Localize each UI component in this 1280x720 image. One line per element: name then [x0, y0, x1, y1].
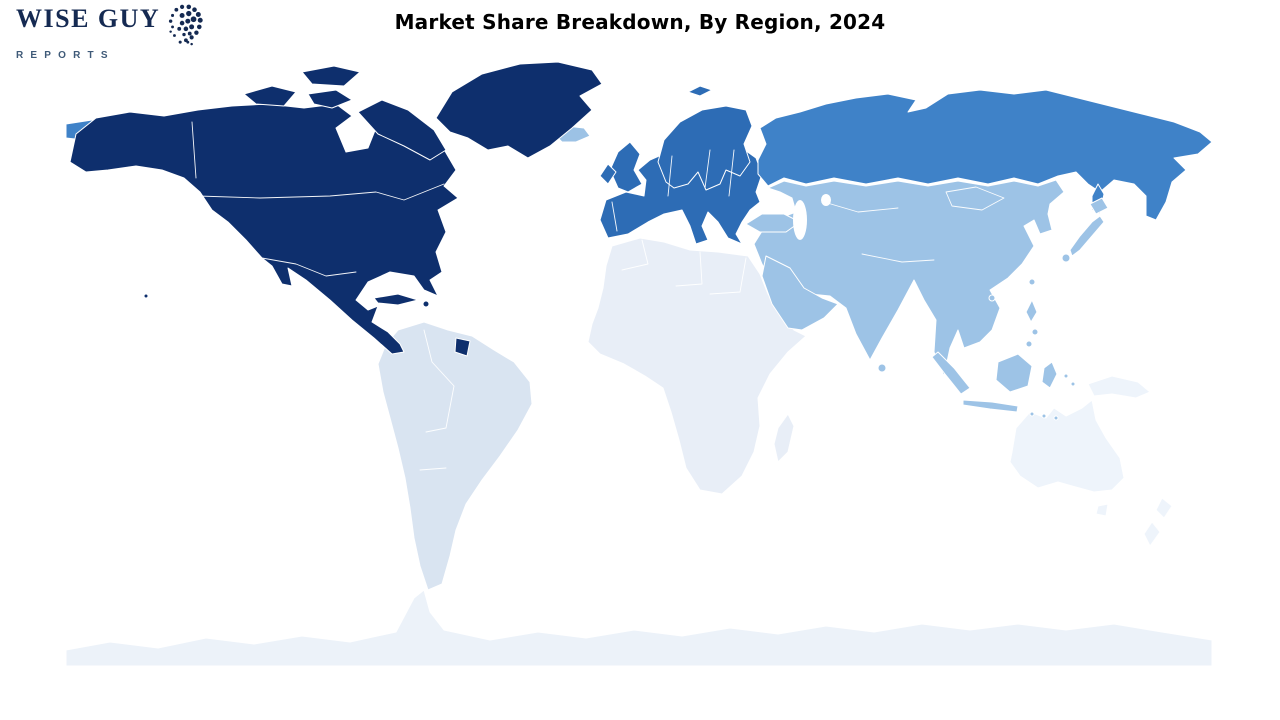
region-south-america [377, 321, 533, 591]
landmass-japan-honshu [1069, 215, 1105, 257]
border-france-germany [667, 155, 673, 197]
landmass-taiwan [1028, 278, 1036, 286]
landmass-lesser-sunda-2 [1041, 413, 1047, 419]
landmass-lesser-sunda-3 [1053, 415, 1059, 421]
landmass-new-zealand-north [1155, 497, 1173, 519]
landmass-arctic-island-ellesmere [301, 65, 361, 87]
region-north-america [69, 61, 603, 357]
landmass-tasmania [1095, 503, 1109, 517]
border-egypt-sudan [709, 257, 747, 295]
landmass-australia [1009, 399, 1125, 493]
border-portugal-spain [611, 201, 618, 232]
region-antarctica [65, 589, 1213, 667]
landmass-arabian-peninsula [761, 255, 839, 331]
landmass-japan-kyushu [1061, 253, 1071, 263]
landmass-hawaii [143, 293, 149, 299]
border-mongolia [945, 186, 1005, 211]
region-africa [587, 237, 807, 495]
border-china-india [861, 253, 935, 263]
country-borders [191, 121, 1005, 471]
landmass-sumatra [931, 351, 971, 395]
border-argentina-north [419, 467, 447, 471]
landmass-new-guinea [1087, 375, 1151, 399]
chart-title: Market Share Breakdown, By Region, 2024 [394, 10, 886, 34]
aral-sea [821, 194, 831, 206]
border-brazil-west [423, 329, 455, 433]
border-morocco-algeria [621, 239, 649, 271]
landmass-hispaniola [422, 300, 430, 308]
landmass-africa [587, 237, 807, 495]
landmass-south-america [377, 321, 533, 591]
region-oceania [1009, 375, 1173, 547]
wise-guy-reports-logo: WISE GUY REPORTS [16, 4, 205, 61]
landmass-madagascar [773, 413, 795, 463]
landmass-maluku-2 [1070, 381, 1076, 387]
landmass-philippines-luzon [1025, 299, 1038, 323]
border-libya-egypt [675, 251, 703, 287]
landmass-baffin-island [357, 99, 447, 161]
landmass-greenland [435, 61, 603, 159]
landmass-maluku-1 [1063, 373, 1069, 379]
border-alaska-canada [191, 121, 197, 179]
landmass-sulawesi [1041, 361, 1058, 389]
logo-top-row: WISE GUY [16, 4, 205, 48]
landmass-sri-lanka [877, 363, 887, 373]
landmass-java [962, 399, 1019, 413]
landmass-new-zealand-south [1143, 521, 1161, 547]
landmass-borneo [995, 353, 1033, 393]
landmass-great-britain [609, 141, 643, 193]
caspian-sea [793, 200, 807, 240]
landmass-arctic-island-devon [307, 89, 353, 109]
landmass-french-guiana [454, 337, 471, 357]
landmass-antarctica [65, 589, 1213, 667]
border-poland-ukraine [728, 149, 735, 197]
logo-wordmark: WISE GUY [16, 4, 161, 33]
border-central-asia [823, 201, 899, 213]
border-germany-poland [704, 149, 711, 189]
region-europe [599, 85, 763, 245]
border-us-canada [197, 183, 445, 201]
region-asia [745, 179, 1109, 421]
landmass-lesser-sunda-1 [1029, 411, 1035, 417]
border-us-mexico [261, 257, 357, 277]
landmass-north-america-mainland [69, 103, 459, 355]
logo-subtitle: REPORTS [16, 50, 115, 61]
landmass-svalbard [687, 85, 713, 97]
dotted-head-icon [169, 4, 203, 46]
landmass-philippines-visayas [1031, 328, 1039, 336]
landmass-hainan [988, 294, 996, 302]
landmass-philippines-mindanao [1025, 340, 1033, 348]
landmass-japan-hokkaido [1089, 197, 1109, 215]
landmass-ireland [599, 163, 617, 185]
landmass-arctic-island-victoria [243, 85, 297, 107]
landmass-scandinavia [657, 105, 753, 191]
landmass-cuba [373, 293, 419, 306]
